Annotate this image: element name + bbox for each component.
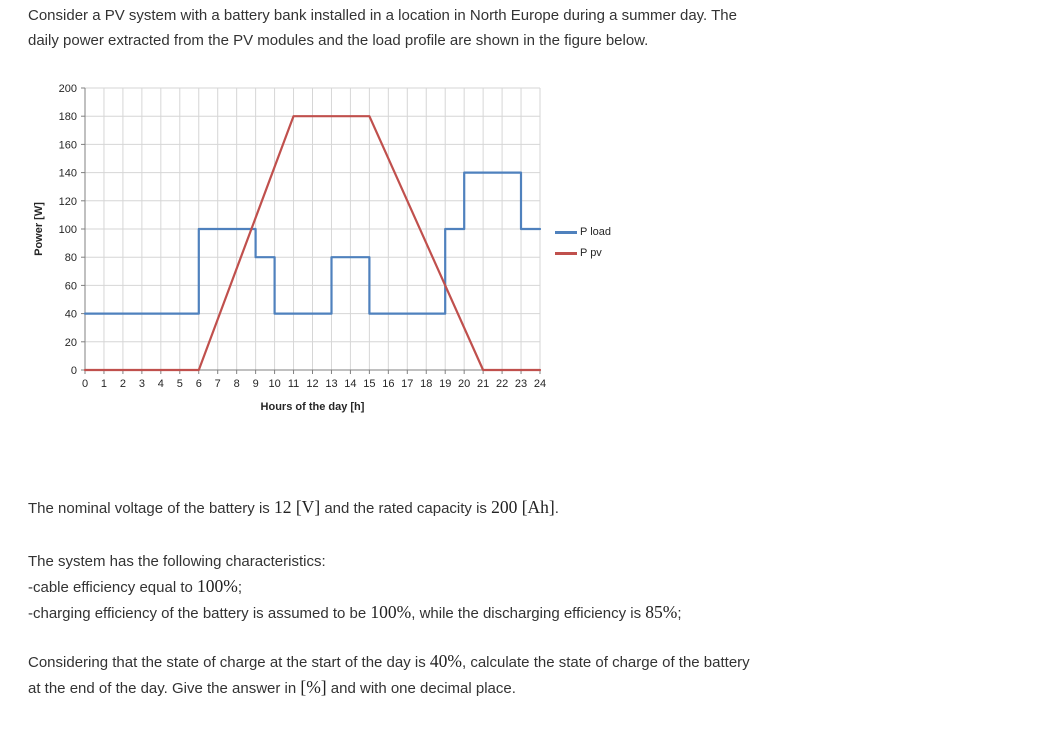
svg-text:7: 7 (215, 378, 221, 390)
chart-block: 0 20 40 60 80 100 120 140 160 180 200 0 1 2 3 4 5 6 7 8 9 10 1… (30, 82, 750, 442)
svg-text:40: 40 (65, 309, 77, 321)
svg-text:4: 4 (158, 378, 164, 390)
svg-text:20: 20 (458, 378, 470, 390)
svg-text:16: 16 (382, 378, 394, 390)
svg-text:23: 23 (515, 378, 527, 390)
svg-text:6: 6 (196, 378, 202, 390)
intro-line-2: daily power extracted from the PV module… (28, 32, 649, 49)
battery-text-mid: and the rated capacity is (320, 500, 492, 517)
svg-text:11: 11 (288, 378, 299, 390)
battery-text-pre: The nominal voltage of the battery is (28, 500, 274, 517)
svg-text:14: 14 (344, 378, 356, 390)
svg-text:5: 5 (177, 378, 183, 390)
question-line1-end: , calculate the state of charge of the b… (461, 654, 750, 671)
svg-text:0: 0 (82, 378, 88, 390)
cable-efficiency-value: 100% (197, 576, 238, 596)
svg-text:200: 200 (59, 83, 77, 95)
svg-text:19: 19 (439, 378, 451, 390)
charging-text-pre: -charging efficiency of the battery is a… (28, 605, 371, 622)
battery-voltage-value: 12 [V] (273, 497, 321, 517)
legend-item-p-load: P load (555, 226, 611, 238)
svg-text:21: 21 (477, 378, 489, 390)
p-pv-line-swatch (555, 251, 577, 255)
svg-text:1: 1 (101, 378, 107, 390)
svg-text:160: 160 (59, 139, 77, 151)
question-line2-pre: at the end of the day. Give the answer i… (28, 680, 301, 697)
svg-text:9: 9 (253, 378, 259, 390)
characteristic-charging-efficiency: -charging efficiency of the battery is a… (28, 600, 1008, 626)
legend-item-p-pv: P pv (555, 247, 611, 259)
svg-text:60: 60 (65, 280, 77, 292)
intro-line-1: Consider a PV system with a battery bank… (28, 7, 737, 24)
svg-text:Hours of the day [h]: Hours of the day [h] (261, 401, 365, 413)
characteristics-title: The system has the following characteris… (28, 553, 326, 570)
svg-text:24: 24 (534, 378, 546, 390)
svg-text:12: 12 (306, 378, 318, 390)
svg-text:180: 180 (59, 111, 77, 123)
svg-text:10: 10 (268, 378, 280, 390)
answer-unit: [%] (300, 677, 327, 697)
battery-text-end: . (554, 500, 559, 517)
svg-text:8: 8 (234, 378, 240, 390)
intro-paragraph: Consider a PV system with a battery bank… (28, 3, 1008, 53)
svg-text:20: 20 (65, 337, 77, 349)
question-line2-end: and with one decimal place. (326, 680, 516, 697)
svg-text:2: 2 (120, 378, 126, 390)
svg-text:18: 18 (420, 378, 432, 390)
characteristics-block: The system has the following characteris… (28, 549, 1008, 626)
chart-legend: P load P pv (555, 226, 611, 268)
svg-text:17: 17 (401, 378, 413, 390)
svg-text:22: 22 (496, 378, 508, 390)
battery-paragraph: The nominal voltage of the battery is 12… (28, 495, 1008, 521)
svg-text:140: 140 (59, 168, 77, 180)
svg-text:3: 3 (139, 378, 145, 390)
charging-text-mid: , while the discharging efficiency is (411, 605, 646, 622)
legend-label-p-pv: P pv (580, 247, 602, 259)
battery-capacity-value: 200 [Ah] (491, 497, 555, 517)
question-line1-pre: Considering that the state of charge at … (28, 654, 430, 671)
svg-text:15: 15 (363, 378, 375, 390)
legend-label-p-load: P load (580, 226, 611, 238)
cable-text-end: ; (237, 579, 242, 596)
charging-efficiency-value: 100% (370, 602, 412, 622)
svg-text:120: 120 (59, 196, 77, 208)
p-load-line-swatch (555, 230, 577, 234)
svg-text:80: 80 (65, 252, 77, 264)
svg-text:13: 13 (325, 378, 337, 390)
charging-text-end: ; (677, 605, 682, 622)
discharging-efficiency-value: 85% (645, 602, 678, 622)
characteristic-cable-efficiency: -cable efficiency equal to 100%; (28, 574, 1008, 600)
soc-start-value: 40% (429, 651, 462, 671)
cable-text-pre: -cable efficiency equal to (28, 579, 197, 596)
svg-text:100: 100 (59, 224, 77, 236)
question-paragraph: Considering that the state of charge at … (28, 649, 1008, 701)
svg-text:0: 0 (71, 365, 77, 377)
svg-text:Power [W]: Power [W] (33, 202, 45, 256)
